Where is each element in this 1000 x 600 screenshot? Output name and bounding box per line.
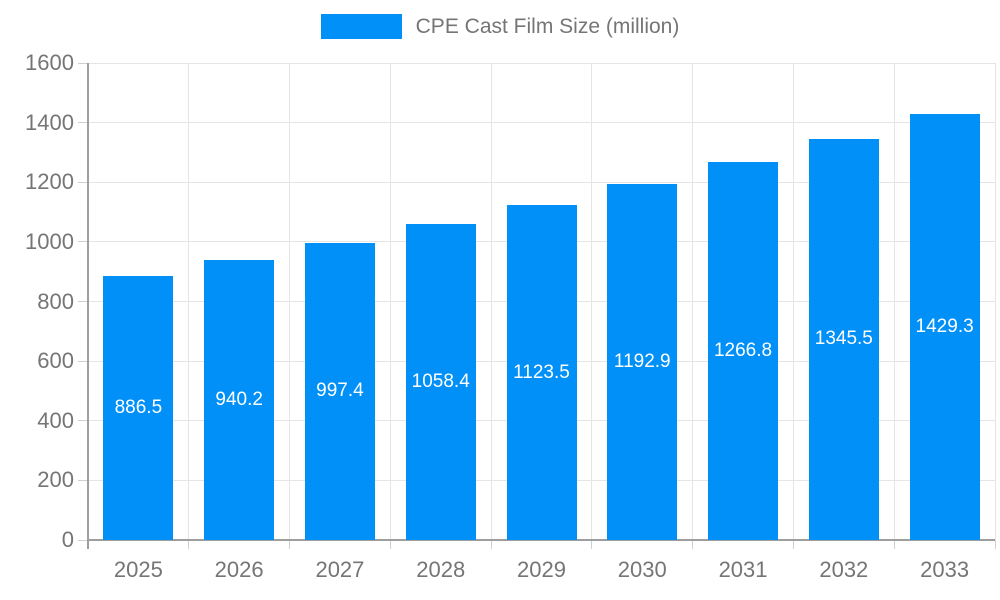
y-tick-mark — [78, 420, 88, 422]
x-tick-mark — [692, 540, 694, 549]
bar — [204, 259, 275, 540]
bar — [708, 162, 779, 540]
legend: CPE Cast Film Size (million) — [0, 14, 1000, 39]
y-tick-mark — [78, 360, 88, 362]
bar — [304, 242, 375, 540]
x-tick-mark — [591, 540, 593, 549]
x-tick-label: 2029 — [517, 557, 566, 582]
gridline-vertical — [692, 63, 694, 540]
y-tick-mark — [78, 241, 88, 243]
y-tick-mark — [78, 62, 88, 64]
gridline-vertical — [893, 63, 895, 540]
y-axis-line — [87, 63, 89, 549]
gridline-vertical — [490, 63, 492, 540]
bar-value-label: 1266.8 — [713, 340, 773, 362]
y-tick-label: 1200 — [25, 169, 74, 195]
gridline-vertical — [289, 63, 291, 540]
x-tick-label: 2026 — [214, 557, 264, 582]
y-tick-mark — [78, 539, 88, 541]
y-tick-mark — [78, 479, 88, 481]
x-tick-label: 2030 — [617, 557, 667, 582]
gridline-vertical — [792, 63, 794, 540]
bar-value-label: 1345.5 — [814, 328, 873, 350]
y-tick-label: 200 — [37, 467, 74, 493]
x-tick-label: 2028 — [416, 557, 466, 582]
bar — [405, 224, 476, 540]
y-tick-label: 600 — [37, 348, 74, 374]
bar — [607, 184, 678, 540]
bar-value-label: 940.2 — [215, 388, 263, 410]
bar-value-label: 1123.5 — [513, 361, 570, 383]
bar — [103, 275, 174, 540]
bar-value-label: 1058.4 — [411, 371, 470, 393]
gridline-horizontal — [88, 122, 995, 124]
x-tick-mark — [893, 540, 895, 549]
bar — [909, 113, 980, 540]
bar — [808, 138, 879, 540]
bar-value-label: 1192.9 — [613, 351, 671, 373]
y-tick-label: 1600 — [25, 50, 74, 75]
bar-value-label: 1429.3 — [915, 315, 974, 337]
y-tick-label: 1400 — [25, 109, 74, 135]
legend-swatch[interactable] — [320, 14, 402, 39]
x-tick-mark — [289, 540, 291, 549]
gridline-vertical — [188, 63, 190, 540]
bar-value-label: 886.5 — [114, 396, 163, 418]
bar-value-label: 997.4 — [316, 380, 364, 402]
x-tick-mark — [490, 540, 492, 549]
x-tick-mark — [389, 540, 391, 549]
y-tick-mark — [78, 122, 88, 124]
x-tick-label: 2027 — [315, 557, 365, 582]
gridline-vertical — [994, 63, 996, 540]
y-tick-label: 400 — [37, 407, 74, 433]
legend-label[interactable]: CPE Cast Film Size (million) — [415, 14, 680, 38]
gridline-vertical — [389, 63, 391, 540]
y-tick-label: 0 — [61, 527, 74, 552]
gridline-horizontal — [88, 62, 995, 64]
bar — [506, 205, 577, 540]
x-tick-mark — [994, 540, 996, 549]
x-tick-label: 2025 — [113, 557, 163, 582]
y-tick-label: 800 — [37, 288, 74, 314]
y-tick-mark — [78, 181, 88, 183]
x-tick-mark — [792, 540, 794, 549]
x-tick-label: 2033 — [920, 557, 970, 582]
x-tick-mark — [188, 540, 190, 549]
x-tick-label: 2031 — [718, 557, 768, 582]
y-tick-label: 1000 — [25, 228, 74, 254]
y-tick-mark — [78, 301, 88, 302]
x-tick-label: 2032 — [819, 557, 869, 582]
gridline-horizontal — [88, 181, 995, 183]
gridline-vertical — [591, 63, 593, 540]
x-axis-line — [88, 539, 995, 541]
